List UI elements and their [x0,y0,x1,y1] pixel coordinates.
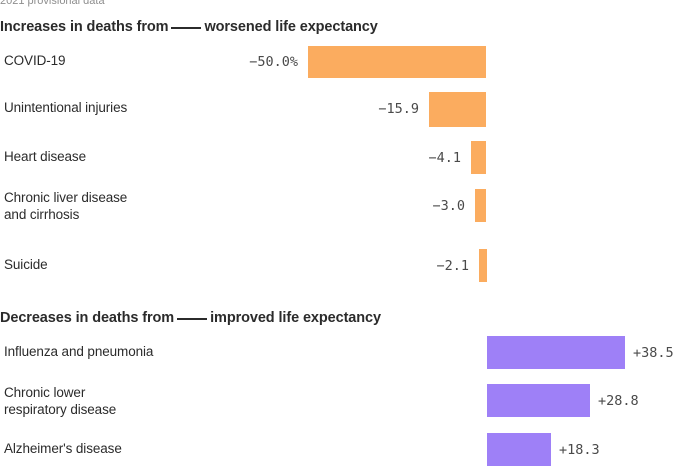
row-label: Chronic liver disease and cirrhosis [4,190,128,222]
bar-negative [429,92,486,127]
headline-text-before: Increases in deaths from [0,19,169,35]
row-label: Unintentional injuries [4,100,128,115]
bar-negative [471,141,486,174]
headline-text-before: Decreases in deaths from [0,310,175,326]
headline-blank-rule [177,318,208,320]
row-label: COVID-19 [4,53,66,68]
bar-negative [479,249,487,282]
bar-value-label: −4.1 [428,150,461,166]
headline-text-after: worsened life expectancy [204,19,378,35]
row-label: Alzheimer's disease [4,441,122,456]
row-label: Chronic lower respiratory disease [4,385,117,417]
bar-value-label: −50.0% [249,54,298,70]
bar-value-label: −3.0 [432,198,465,214]
bar-negative [308,46,486,78]
bar-positive [487,433,551,466]
bar-value-label: −2.1 [436,258,469,274]
chart-subtitle: 2021 provisional data [0,0,105,7]
bar-negative [475,189,486,222]
bar-value-label: −15.9 [378,101,419,117]
headline-text-after: improved life expectancy [210,310,381,326]
bar-value-label: +18.3 [559,442,600,458]
row-label: Influenza and pneumonia [4,344,154,359]
row-label: Heart disease [4,149,86,164]
bar-positive [487,384,590,417]
section-headline-worsened: Increases in deaths from worsened life ex… [0,18,378,36]
section-headline-improved: Decreases in deaths from improved life ex… [0,309,381,327]
bar-value-label: +28.8 [598,393,639,409]
bar-value-label: +38.5 [633,345,674,361]
bar-positive [487,336,625,369]
headline-blank-rule [171,27,202,29]
row-label: Suicide [4,257,48,272]
